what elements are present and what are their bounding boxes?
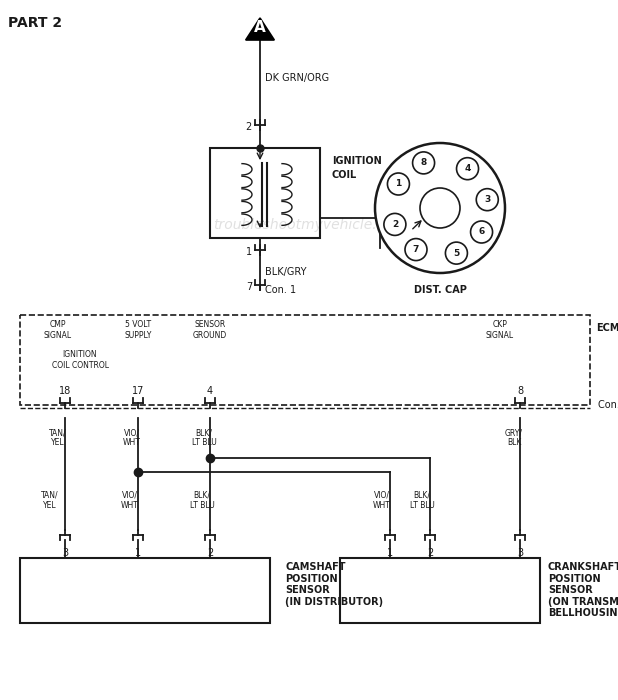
Text: 1: 1 — [396, 179, 402, 188]
Text: 5 VOLT
SUPPLY: 5 VOLT SUPPLY — [124, 321, 151, 340]
Text: 2: 2 — [246, 122, 252, 132]
Text: Con. 1: Con. 1 — [265, 285, 296, 295]
Text: 8: 8 — [420, 158, 426, 167]
Text: 3: 3 — [517, 548, 523, 558]
Text: 2: 2 — [392, 220, 398, 229]
Bar — [20, 315, 590, 405]
Text: IGNITION
COIL CONTROL: IGNITION COIL CONTROL — [51, 350, 109, 370]
Text: IGNITION: IGNITION — [332, 156, 382, 166]
Bar — [340, 558, 540, 623]
Text: 4: 4 — [464, 164, 471, 173]
Text: 1: 1 — [246, 247, 252, 257]
Text: 1: 1 — [135, 548, 141, 558]
Text: 17: 17 — [132, 386, 144, 396]
Bar — [20, 558, 270, 623]
Text: ECM: ECM — [596, 323, 618, 333]
Text: troubleshootmyvehicle.com: troubleshootmyvehicle.com — [213, 218, 407, 232]
Text: TAN/
YEL: TAN/ YEL — [49, 428, 67, 447]
Text: BLK/
LT BLU: BLK/ LT BLU — [192, 428, 216, 447]
Circle shape — [420, 188, 460, 228]
Circle shape — [470, 221, 493, 243]
Text: BLK/
LT BLU: BLK/ LT BLU — [410, 491, 434, 510]
Text: BLK/
LT BLU: BLK/ LT BLU — [190, 491, 214, 510]
Text: 6: 6 — [478, 228, 485, 237]
Circle shape — [375, 143, 505, 273]
Text: 2: 2 — [427, 548, 433, 558]
Circle shape — [387, 173, 410, 195]
Text: VIO/
WHT: VIO/ WHT — [373, 491, 391, 510]
Polygon shape — [246, 18, 274, 40]
Text: 7: 7 — [246, 282, 252, 292]
Text: 4: 4 — [207, 386, 213, 396]
Text: 5: 5 — [453, 248, 460, 258]
Text: CAMSHAFT
POSITION
SENSOR
(IN DISTRIBUTOR): CAMSHAFT POSITION SENSOR (IN DISTRIBUTOR… — [285, 562, 383, 607]
Text: TAN/
YEL: TAN/ YEL — [41, 491, 59, 510]
Circle shape — [384, 214, 406, 235]
Text: 8: 8 — [517, 386, 523, 396]
Text: CMP
SIGNAL: CMP SIGNAL — [44, 321, 72, 340]
Text: DIST. CAP: DIST. CAP — [413, 285, 467, 295]
Bar — [210, 148, 320, 238]
Text: COIL: COIL — [332, 170, 357, 180]
Text: 3: 3 — [62, 548, 68, 558]
Text: VIO/
WHT: VIO/ WHT — [121, 491, 139, 510]
Text: VIO/
WHT: VIO/ WHT — [123, 428, 141, 447]
Circle shape — [413, 152, 434, 174]
Text: Con. 1: Con. 1 — [598, 400, 618, 410]
Text: PART 2: PART 2 — [8, 16, 62, 30]
Circle shape — [476, 189, 498, 211]
Text: 18: 18 — [59, 386, 71, 396]
Text: DK GRN/ORG: DK GRN/ORG — [265, 73, 329, 83]
Text: CKP
SIGNAL: CKP SIGNAL — [486, 321, 514, 340]
Text: CRANKSHAFT
POSITION
SENSOR
(ON TRANSMISSION
BELLHOUSING): CRANKSHAFT POSITION SENSOR (ON TRANSMISS… — [548, 562, 618, 618]
Circle shape — [457, 158, 478, 180]
Text: SENSOR
GROUND: SENSOR GROUND — [193, 321, 227, 340]
Circle shape — [446, 242, 467, 264]
Text: 2: 2 — [207, 548, 213, 558]
Circle shape — [405, 239, 427, 260]
Text: BLK/GRY: BLK/GRY — [265, 267, 307, 277]
Text: 3: 3 — [484, 195, 491, 204]
Text: 1: 1 — [387, 548, 393, 558]
Text: 7: 7 — [413, 245, 419, 254]
Text: GRY/
BLK: GRY/ BLK — [505, 428, 523, 447]
Text: A: A — [254, 20, 266, 36]
